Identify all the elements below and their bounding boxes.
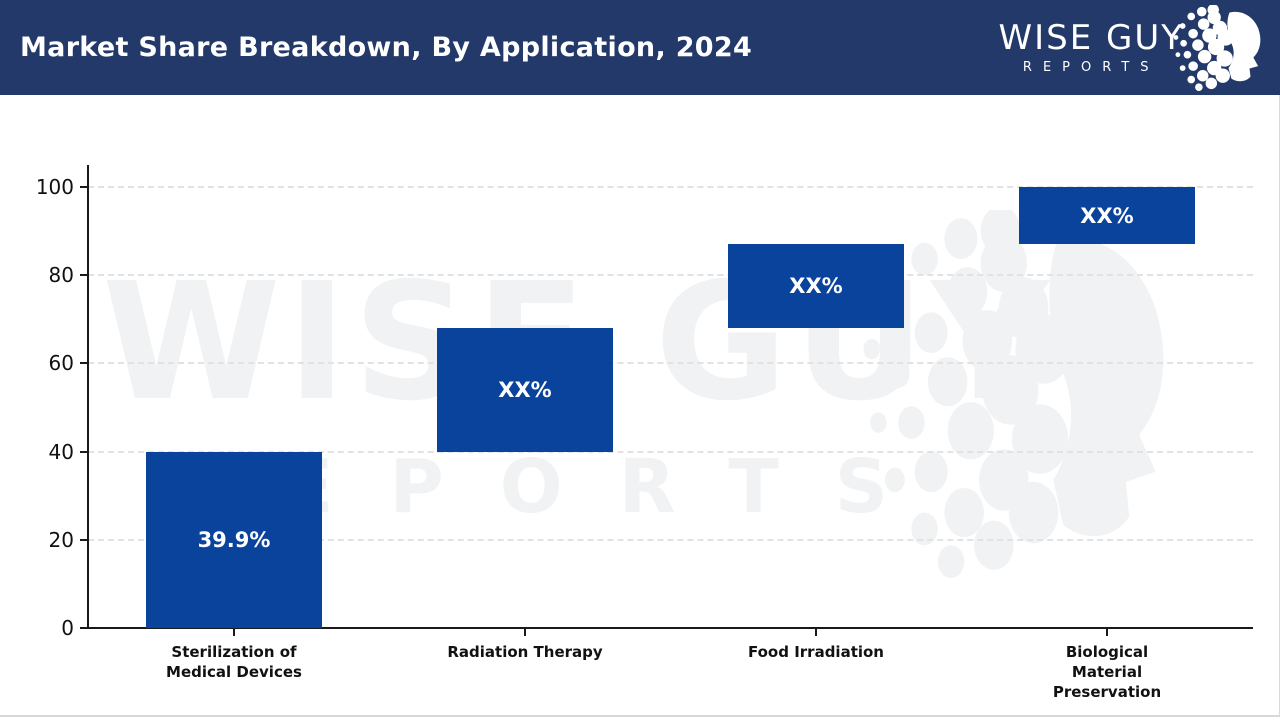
y-tickmark [80, 627, 88, 629]
logo-face-icon [1173, 4, 1261, 91]
category-label-line: Medical Devices [166, 663, 302, 681]
y-gridline [88, 538, 1253, 541]
category-label-line: Sterilization of [171, 643, 297, 661]
logo: WISE GUY REPORTS [998, 4, 1266, 91]
y-gridline [88, 362, 1253, 365]
y-tickmark [80, 538, 88, 541]
bar [146, 452, 322, 628]
y-axis-line [87, 165, 89, 629]
y-tickmark [80, 362, 88, 365]
category-label-line: Material [1071, 663, 1143, 681]
bar-value-label: XX% [789, 274, 843, 299]
bar-value-label: XX% [1080, 203, 1134, 228]
x-tickmark [233, 629, 235, 636]
y-tick-label: 20 [48, 527, 74, 552]
logo-wordmark: WISE GUY [998, 17, 1184, 58]
y-tick-label: 40 [48, 439, 74, 464]
category-label: Sterilization of Medical Devices [124, 642, 344, 682]
header: Market Share Breakdown, By Application, … [0, 0, 1280, 95]
y-tickmark [80, 450, 88, 453]
y-tickmark [80, 274, 88, 277]
bar-value-label: 39.9% [197, 528, 271, 553]
y-tick-label: 100 [35, 175, 74, 199]
logo-subtext: REPORTS [1022, 59, 1160, 75]
bar [728, 244, 904, 329]
category-label: Food Irradiation [706, 642, 926, 662]
category-label-line: Food Irradiation [747, 643, 884, 661]
x-tickmark [815, 629, 817, 636]
y-tickmark [80, 186, 88, 188]
y-gridline [88, 274, 1253, 277]
page-title: Market Share Breakdown, By Application, … [20, 32, 753, 63]
y-tick-label: 80 [48, 263, 74, 288]
bar [1019, 187, 1195, 245]
x-tickmark [524, 629, 526, 636]
category-label-line: Preservation [1052, 683, 1162, 701]
x-tickmark [1106, 629, 1108, 636]
x-axis-line [86, 627, 1253, 629]
y-tick-label: 0 [61, 616, 74, 640]
category-label: Radiation Therapy [415, 642, 635, 662]
y-tick-label: 60 [48, 351, 74, 376]
category-label-line: Biological [1065, 643, 1149, 661]
bar-value-label: XX% [498, 377, 552, 402]
y-gridline [88, 186, 1253, 188]
bar [437, 328, 613, 452]
category-label-line: Radiation Therapy [447, 643, 603, 661]
category-label: Biological Material Preservation [997, 642, 1217, 702]
logo-text: WISE GUY REPORTS [998, 21, 1184, 75]
y-gridline [88, 450, 1253, 453]
